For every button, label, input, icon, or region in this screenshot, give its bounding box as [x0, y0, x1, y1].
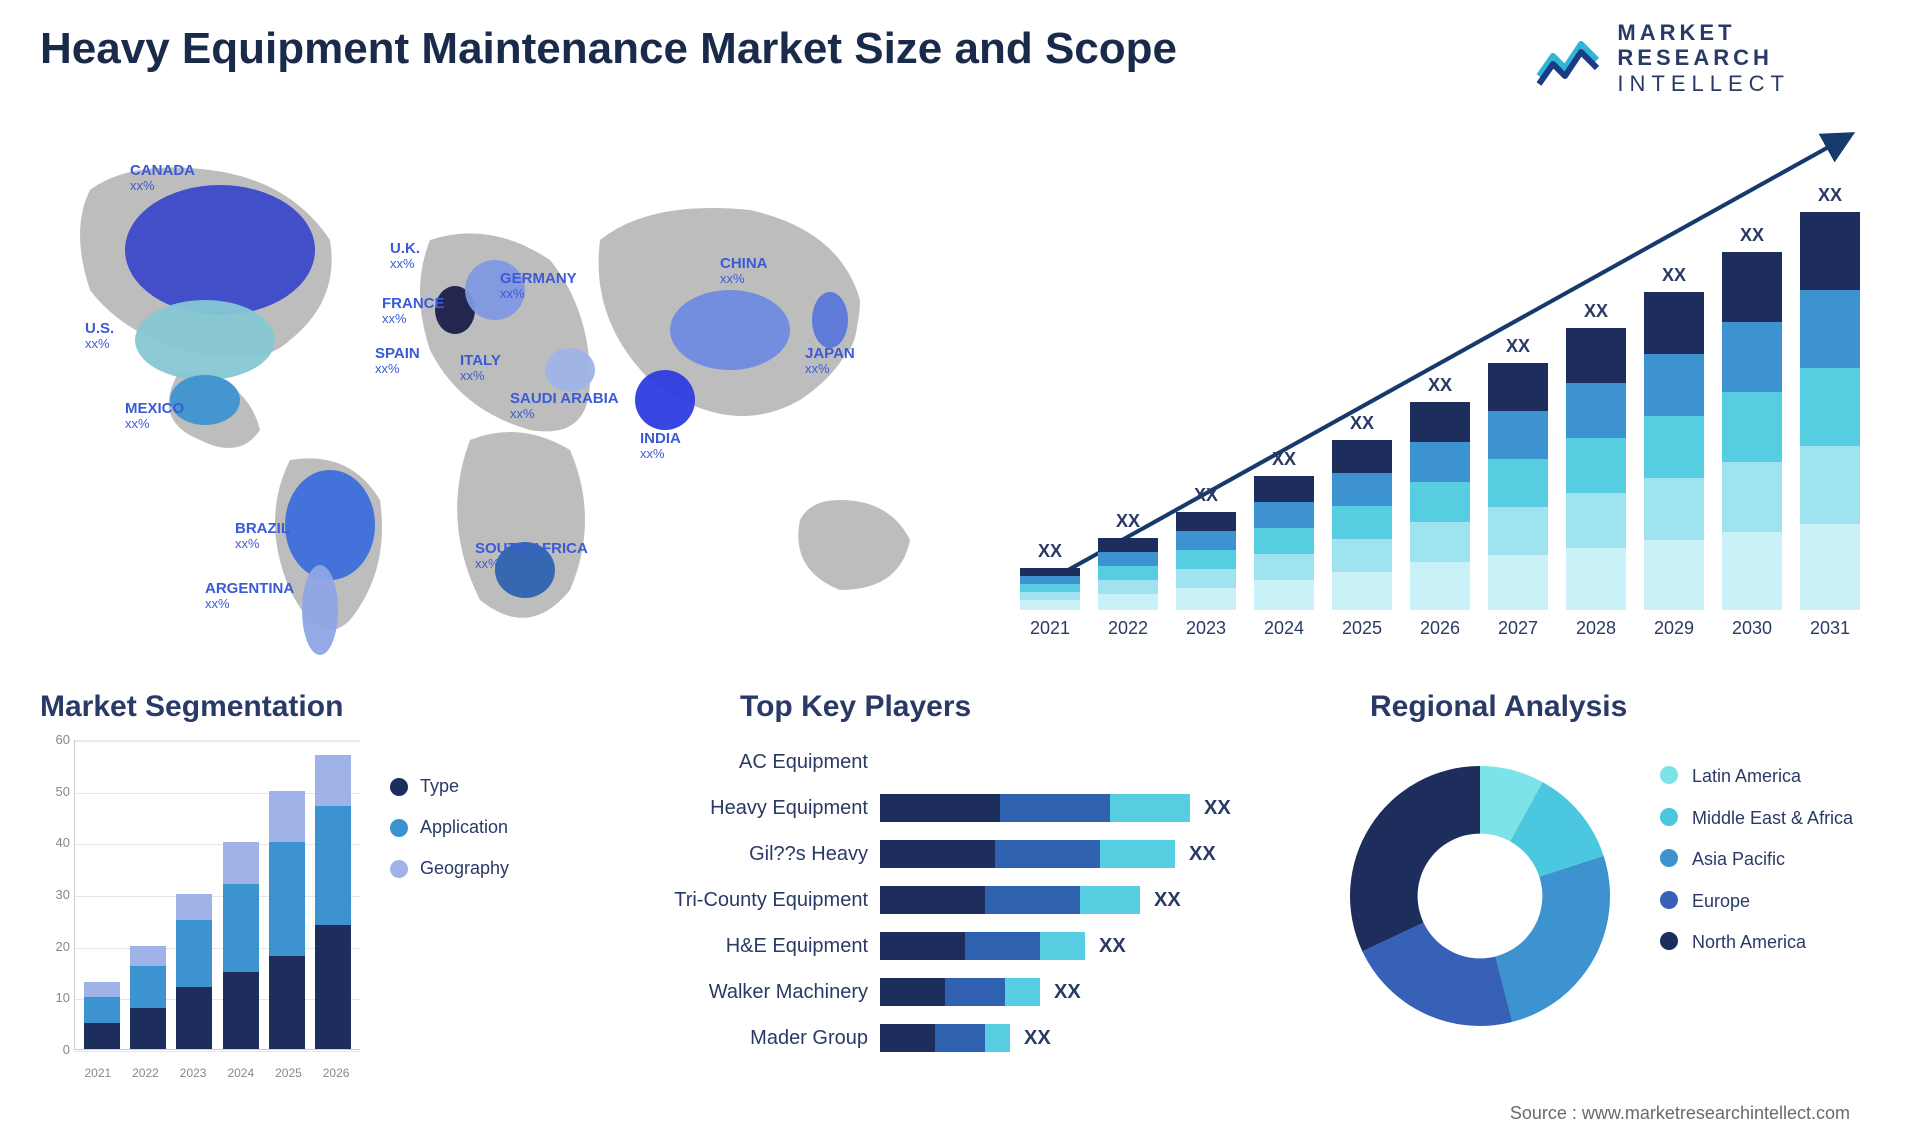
growth-bar: XX	[1098, 511, 1158, 610]
map-label: JAPANxx%	[805, 345, 855, 377]
growth-bar: XX	[1020, 541, 1080, 610]
logo-icon	[1535, 28, 1605, 88]
growth-bar: XX	[1800, 185, 1860, 610]
map-label: U.S.xx%	[85, 320, 114, 352]
growth-bar: XX	[1332, 413, 1392, 610]
player-row: AC Equipment	[630, 740, 1260, 784]
map-label: CANADAxx%	[130, 162, 195, 194]
page-title: Heavy Equipment Maintenance Market Size …	[40, 24, 1177, 74]
source-text: Source : www.marketresearchintellect.com	[1510, 1103, 1850, 1124]
legend-item: Asia Pacific	[1660, 849, 1853, 871]
world-map-panel: CANADAxx% U.S.xx% MEXICOxx% BRAZILxx% ARGENT…	[30, 120, 980, 660]
players-title: Top Key Players	[740, 690, 971, 724]
brand-logo: MARKET RESEARCH INTELLECT	[1535, 20, 1790, 96]
players-chart: AC EquipmentHeavy EquipmentXXGil??s Heav…	[630, 740, 1260, 1090]
map-label: CHINAxx%	[720, 255, 768, 287]
map-label: SAUDI ARABIAxx%	[510, 390, 619, 422]
growth-chart: XXXXXXXXXXXXXXXXXXXXXX 20212022202320242…	[1020, 130, 1860, 650]
growth-bar: XX	[1254, 449, 1314, 610]
logo-line1: MARKET	[1617, 20, 1790, 45]
segmentation-legend: Type Application Geography	[390, 776, 509, 899]
seg-bar	[269, 791, 305, 1049]
legend-item: Europe	[1660, 891, 1853, 913]
seg-bar	[223, 842, 259, 1049]
seg-bar	[315, 755, 351, 1049]
player-row: Walker MachineryXX	[630, 970, 1260, 1014]
segmentation-title: Market Segmentation	[40, 690, 343, 724]
growth-bar: XX	[1644, 265, 1704, 610]
map-label: ITALYxx%	[460, 352, 501, 384]
legend-item: Application	[390, 817, 509, 838]
legend-item: North America	[1660, 932, 1853, 954]
seg-bar	[130, 946, 166, 1049]
regional-title: Regional Analysis	[1370, 690, 1627, 724]
seg-bar	[84, 982, 120, 1049]
legend-item: Middle East & Africa	[1660, 808, 1853, 830]
seg-bar	[176, 894, 212, 1049]
segmentation-chart: 0102030405060 202120222023202420252026	[40, 740, 360, 1090]
growth-bar: XX	[1722, 225, 1782, 610]
legend-item: Type	[390, 776, 509, 797]
regional-legend: Latin America Middle East & Africa Asia Pa…	[1660, 766, 1853, 974]
logo-line3: INTELLECT	[1617, 71, 1790, 96]
growth-bar: XX	[1566, 301, 1626, 610]
map-label: INDIAxx%	[640, 430, 681, 462]
map-label: FRANCExx%	[382, 295, 445, 327]
player-row: Heavy EquipmentXX	[630, 786, 1260, 830]
legend-item: Geography	[390, 858, 509, 879]
donut-slice	[1496, 856, 1610, 1022]
logo-line2: RESEARCH	[1617, 45, 1790, 70]
player-row: Mader GroupXX	[630, 1016, 1260, 1060]
map-label: SPAINxx%	[375, 345, 420, 377]
regional-donut	[1330, 746, 1630, 1046]
player-row: H&E EquipmentXX	[630, 924, 1260, 968]
world-map	[30, 120, 980, 660]
growth-bar: XX	[1176, 485, 1236, 610]
growth-bar: XX	[1410, 375, 1470, 610]
legend-item: Latin America	[1660, 766, 1853, 788]
map-label: SOUTH AFRICAxx%	[475, 540, 588, 572]
map-label: ARGENTINAxx%	[205, 580, 294, 612]
map-label: BRAZILxx%	[235, 520, 290, 552]
map-label: MEXICOxx%	[125, 400, 184, 432]
map-label: U.K.xx%	[390, 240, 420, 272]
donut-slice	[1350, 766, 1480, 951]
map-label: GERMANYxx%	[500, 270, 577, 302]
player-row: Tri-County EquipmentXX	[630, 878, 1260, 922]
player-row: Gil??s HeavyXX	[630, 832, 1260, 876]
growth-bar: XX	[1488, 336, 1548, 610]
